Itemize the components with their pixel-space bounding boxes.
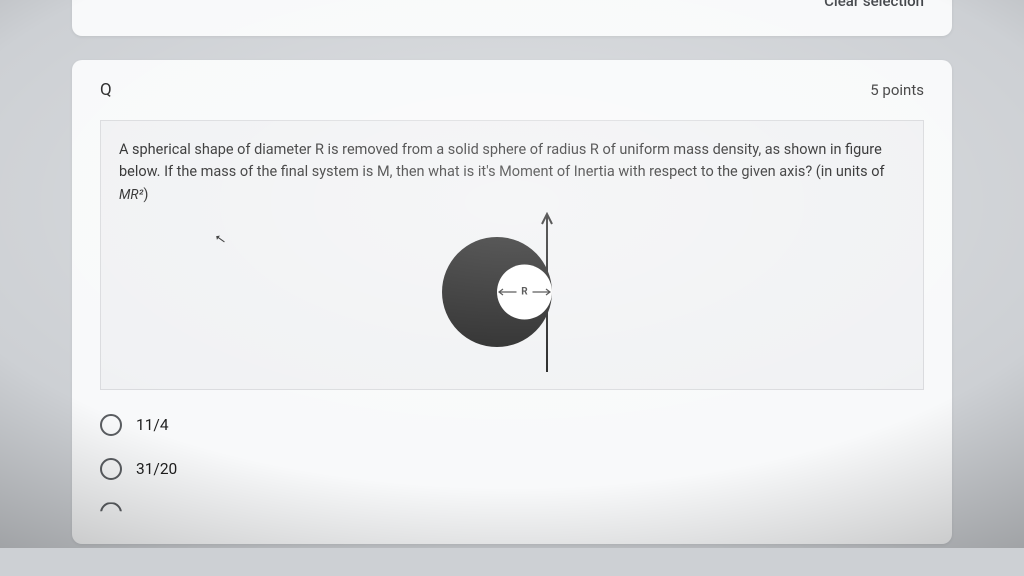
card-gap [0, 36, 1024, 60]
option-a-label: 11/4 [136, 416, 169, 434]
radio-icon [100, 414, 122, 436]
question-text-1: A spherical shape of diameter R is remov… [119, 141, 885, 180]
option-b-label: 31/20 [136, 460, 177, 478]
previous-question-card: Clear selection [72, 0, 952, 36]
question-body-box: A spherical shape of diameter R is remov… [100, 120, 924, 390]
question-label: Q [100, 80, 112, 100]
radio-icon [100, 502, 122, 524]
option-a[interactable]: 11/4 [100, 414, 924, 436]
question-points: 5 points [870, 81, 924, 99]
options-group: 11/4 31/20 [100, 414, 924, 524]
mr-squared: MR² [119, 187, 143, 203]
question-text: A spherical shape of diameter R is remov… [119, 139, 905, 206]
question-card: Q 5 points A spherical shape of diameter… [72, 60, 952, 544]
option-c-cutoff[interactable] [100, 502, 924, 524]
sphere-figure: R [407, 212, 617, 377]
svg-text:R: R [521, 287, 528, 298]
clear-selection-button[interactable]: Clear selection [100, 0, 924, 10]
question-header: Q 5 points [100, 80, 924, 100]
option-b[interactable]: 31/20 [100, 458, 924, 480]
question-text-2: ) [143, 186, 148, 203]
radio-icon [100, 458, 122, 480]
figure-wrap: R [119, 212, 905, 381]
